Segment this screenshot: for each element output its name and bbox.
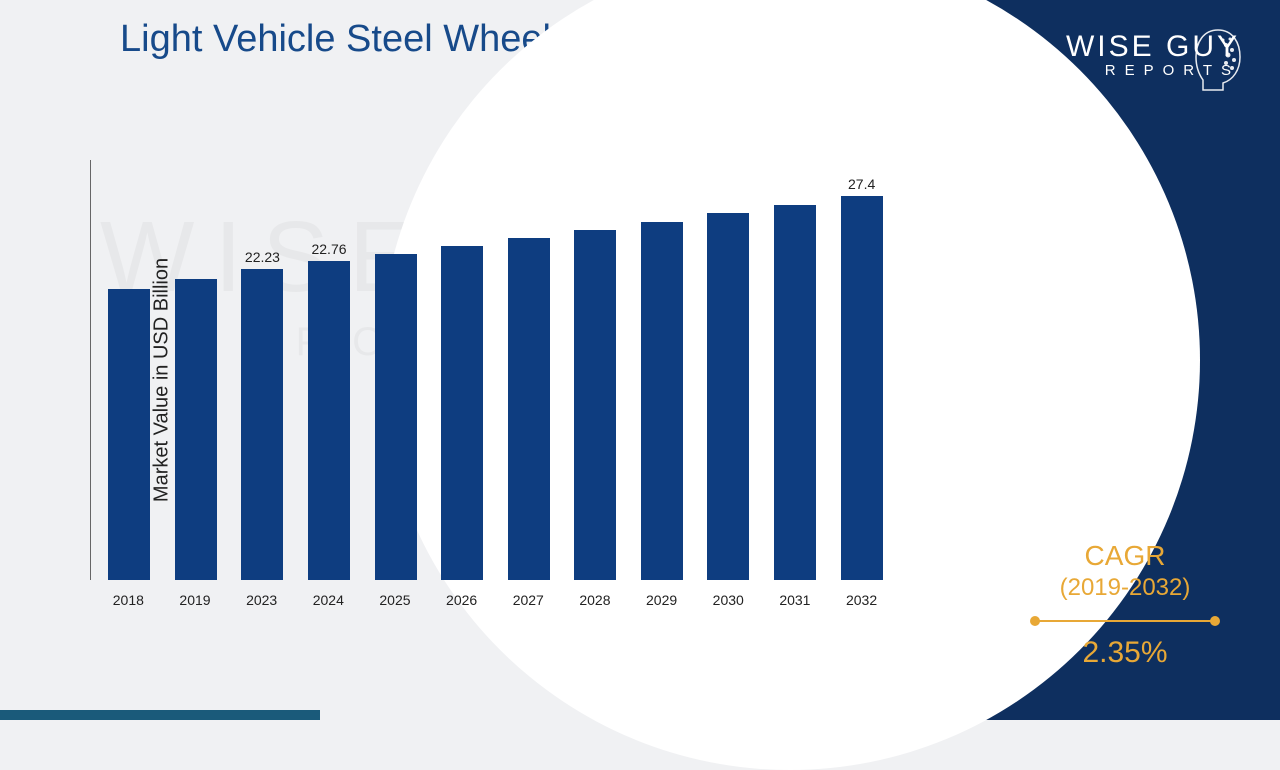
- cagr-label: CAGR: [970, 540, 1280, 572]
- x-label: 2025: [365, 592, 425, 608]
- bar-wrap: 27.4: [832, 196, 892, 580]
- plot-area: 22.2322.7627.4: [90, 160, 900, 580]
- cagr-block: CAGR (2019-2032) 2.35%: [970, 540, 1280, 670]
- bar-wrap: 22.23: [232, 269, 292, 580]
- head-icon: [1188, 25, 1248, 95]
- x-label: 2026: [432, 592, 492, 608]
- bar-wrap: [499, 238, 559, 580]
- x-label: 2029: [632, 592, 692, 608]
- bar: [441, 246, 483, 580]
- bottom-accent: [0, 710, 320, 720]
- bar-value-label: 22.76: [311, 241, 346, 257]
- bar-wrap: [565, 230, 625, 580]
- x-label: 2032: [832, 592, 892, 608]
- bar: [108, 289, 150, 580]
- bar: [508, 238, 550, 580]
- x-labels-container: 2018 2019 2023 2024 2025 2026 2027 2028 2029 2030…: [90, 592, 900, 608]
- bar: [841, 196, 883, 580]
- x-label: 2030: [698, 592, 758, 608]
- bar: [241, 269, 283, 580]
- bar-wrap: [366, 254, 426, 580]
- bar-wrap: [632, 222, 692, 580]
- bar-wrap: [166, 279, 226, 580]
- bar: [175, 279, 217, 580]
- bar-wrap: [698, 213, 758, 580]
- bar: [574, 230, 616, 580]
- bar: [707, 213, 749, 580]
- bar-wrap: [99, 289, 159, 580]
- brand-logo: WISE GUY REPORTS: [1066, 30, 1240, 79]
- cagr-range: (2019-2032): [970, 574, 1280, 602]
- bar-chart: Market Value in USD Billion 22.2322.7627…: [60, 140, 910, 620]
- bars-container: 22.2322.7627.4: [91, 160, 900, 580]
- bar-wrap: 22.76: [299, 261, 359, 580]
- cagr-value: 2.35%: [970, 636, 1280, 670]
- x-label: 2031: [765, 592, 825, 608]
- bar-wrap: [432, 246, 492, 580]
- cagr-divider: [1035, 620, 1215, 622]
- x-label: 2027: [498, 592, 558, 608]
- bar-value-label: 22.23: [245, 249, 280, 265]
- bar: [308, 261, 350, 580]
- bar: [641, 222, 683, 580]
- bar: [375, 254, 417, 580]
- bar-wrap: [765, 205, 825, 580]
- x-label: 2024: [298, 592, 358, 608]
- bar: [774, 205, 816, 580]
- x-label: 2028: [565, 592, 625, 608]
- x-label: 2018: [98, 592, 158, 608]
- x-label: 2023: [232, 592, 292, 608]
- x-label: 2019: [165, 592, 225, 608]
- bar-value-label: 27.4: [848, 176, 875, 192]
